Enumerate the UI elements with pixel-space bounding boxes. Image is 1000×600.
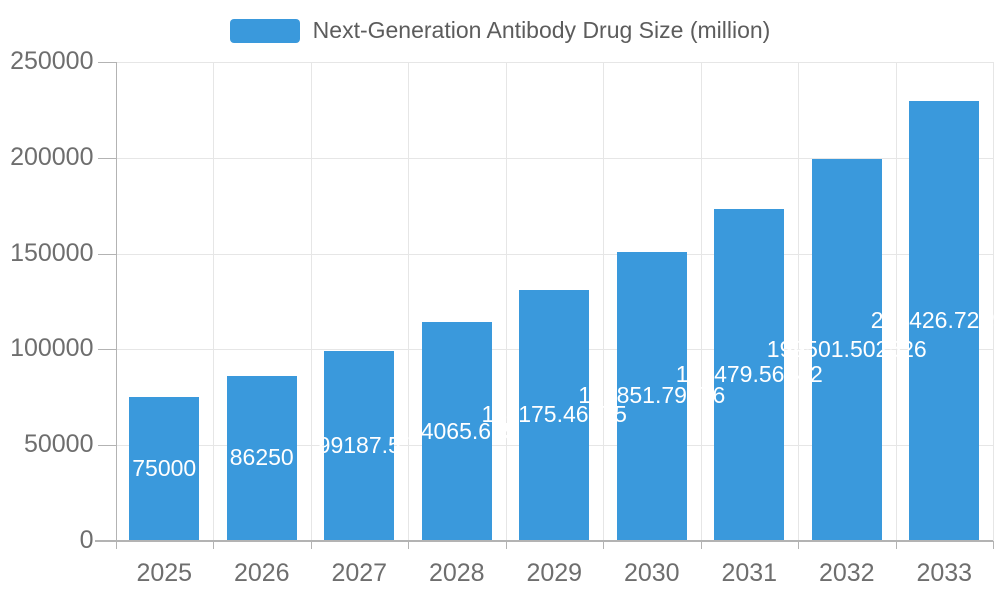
- v-gridline: [895, 62, 897, 541]
- x-tick-label[interactable]: 2028: [428, 559, 485, 587]
- bar[interactable]: [129, 397, 200, 541]
- v-gridline: [603, 62, 604, 541]
- x-tick-label[interactable]: 2032: [818, 559, 875, 587]
- h-gridline: [115, 157, 993, 159]
- y-axis-line: [115, 62, 117, 541]
- x-tick-label[interactable]: 2025: [136, 559, 193, 587]
- bar-value-label: 150851.79776: [578, 382, 726, 409]
- bar[interactable]: [324, 350, 395, 541]
- y-axis-tick: [97, 157, 116, 159]
- y-tick-label: 50000: [23, 430, 94, 459]
- x-axis-tick: [895, 541, 897, 549]
- bar-value-label: 131175.46875: [481, 401, 627, 428]
- bar-value-label: 86250: [229, 444, 294, 471]
- y-tick-label: 100000: [10, 334, 94, 363]
- x-tick-label[interactable]: 2031: [721, 559, 778, 587]
- v-gridline: [993, 62, 994, 541]
- v-gridline: [700, 62, 702, 541]
- y-axis-tick: [97, 349, 116, 351]
- legend-label: Next-Generation Antibody Drug Size (mill…: [312, 17, 771, 43]
- y-axis-tick: [97, 253, 116, 255]
- x-axis-tick: [798, 541, 799, 549]
- bar-value-label: 173479.56742: [675, 360, 823, 387]
- bar[interactable]: [421, 322, 492, 541]
- y-tick-label: 0: [79, 526, 94, 554]
- x-tick-label[interactable]: 2030: [623, 559, 680, 587]
- bar-value-label: 75000: [132, 455, 197, 482]
- h-gridline: [115, 62, 993, 63]
- x-axis-tick: [603, 541, 604, 549]
- x-axis-tick: [213, 541, 214, 549]
- bar[interactable]: [519, 289, 590, 541]
- v-gridline: [505, 62, 507, 541]
- bar-value-label: 199501.502526: [766, 335, 927, 362]
- y-tick-label: 250000: [10, 47, 94, 75]
- x-tick-label[interactable]: 2029: [526, 559, 583, 587]
- x-tick-label[interactable]: 2026: [233, 559, 290, 587]
- x-axis-tick: [310, 541, 312, 549]
- legend-swatch: [229, 18, 300, 43]
- v-gridline: [798, 62, 799, 541]
- bar[interactable]: [909, 101, 980, 541]
- y-tick-label: 150000: [10, 238, 94, 267]
- v-gridline: [310, 62, 312, 541]
- x-axis-tick: [700, 541, 702, 549]
- x-axis-tick: [993, 541, 994, 549]
- bar[interactable]: [811, 158, 882, 541]
- bar[interactable]: [714, 208, 785, 541]
- x-axis-tick: [115, 541, 117, 549]
- y-axis-tick: [97, 445, 116, 447]
- x-axis-tick: [408, 541, 409, 549]
- bar-value-label: 114065.625: [396, 417, 517, 444]
- legend[interactable]: Next-Generation Antibody Drug Size (mill…: [0, 17, 1000, 44]
- v-gridline: [213, 62, 214, 541]
- bar-value-label: 229426.72790: [870, 307, 1000, 334]
- v-gridline: [408, 62, 409, 541]
- bar-value-label: 99187.5: [317, 431, 401, 458]
- bar[interactable]: [226, 375, 297, 541]
- x-tick-label[interactable]: 2027: [331, 559, 388, 587]
- x-axis-line: [94, 540, 993, 542]
- x-axis-tick: [505, 541, 507, 549]
- y-axis-tick: [97, 62, 116, 63]
- bar[interactable]: [616, 251, 687, 541]
- y-tick-label: 200000: [10, 142, 94, 171]
- h-gridline: [115, 253, 993, 255]
- x-tick-label[interactable]: 2033: [916, 559, 973, 587]
